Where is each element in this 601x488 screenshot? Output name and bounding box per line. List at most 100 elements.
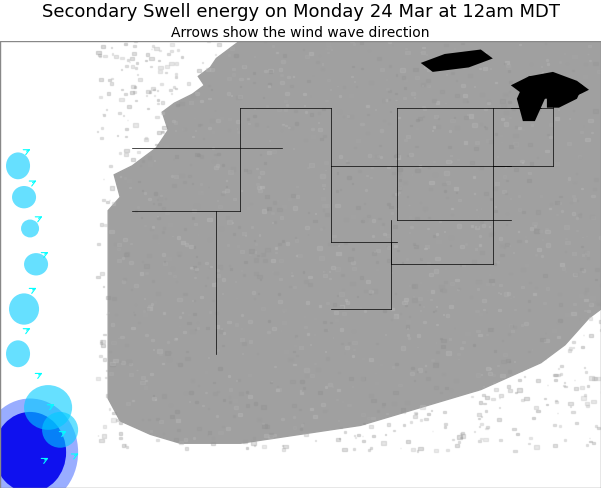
Polygon shape (222, 426, 224, 427)
Polygon shape (347, 116, 350, 117)
Polygon shape (217, 154, 220, 156)
Polygon shape (490, 199, 492, 201)
Polygon shape (506, 181, 508, 182)
Polygon shape (443, 314, 444, 315)
Polygon shape (138, 323, 139, 324)
Polygon shape (521, 399, 524, 401)
Polygon shape (104, 224, 107, 226)
Polygon shape (597, 378, 601, 381)
Polygon shape (114, 243, 116, 245)
Polygon shape (340, 306, 343, 308)
Polygon shape (109, 166, 112, 168)
Polygon shape (434, 448, 438, 452)
Polygon shape (195, 268, 198, 270)
Polygon shape (233, 415, 235, 417)
Polygon shape (450, 245, 451, 246)
Polygon shape (472, 260, 477, 264)
Polygon shape (257, 169, 258, 170)
Polygon shape (294, 110, 297, 113)
Polygon shape (508, 325, 512, 327)
Polygon shape (150, 430, 153, 432)
Polygon shape (164, 146, 168, 149)
Polygon shape (498, 309, 501, 311)
Polygon shape (483, 309, 484, 310)
Polygon shape (373, 435, 376, 437)
Polygon shape (503, 176, 507, 179)
Polygon shape (123, 238, 127, 242)
Polygon shape (337, 173, 338, 174)
Polygon shape (406, 136, 410, 139)
Polygon shape (521, 370, 522, 371)
Polygon shape (163, 228, 165, 229)
Polygon shape (177, 237, 180, 240)
Polygon shape (516, 433, 519, 435)
Polygon shape (310, 374, 314, 377)
Polygon shape (499, 398, 500, 399)
Polygon shape (282, 311, 284, 312)
Polygon shape (162, 363, 163, 365)
Polygon shape (335, 268, 340, 271)
Polygon shape (121, 362, 125, 365)
Polygon shape (427, 229, 429, 230)
Polygon shape (237, 132, 240, 134)
Polygon shape (559, 304, 563, 306)
Polygon shape (438, 119, 439, 120)
Polygon shape (424, 248, 427, 250)
Polygon shape (117, 243, 121, 246)
Polygon shape (404, 88, 406, 89)
Polygon shape (545, 150, 549, 153)
Polygon shape (282, 125, 284, 126)
Polygon shape (218, 206, 222, 209)
Polygon shape (108, 93, 111, 96)
Polygon shape (555, 202, 560, 205)
Polygon shape (406, 52, 410, 55)
Polygon shape (492, 374, 495, 376)
Polygon shape (599, 237, 601, 240)
Polygon shape (184, 439, 188, 441)
Polygon shape (379, 81, 381, 82)
Polygon shape (274, 366, 276, 367)
Polygon shape (339, 292, 344, 296)
Polygon shape (338, 156, 342, 158)
Polygon shape (365, 361, 366, 362)
Polygon shape (395, 194, 398, 196)
Polygon shape (487, 103, 490, 105)
Polygon shape (156, 293, 160, 296)
Polygon shape (106, 297, 109, 299)
Polygon shape (144, 225, 145, 226)
Polygon shape (547, 385, 548, 386)
Polygon shape (389, 100, 390, 101)
Polygon shape (588, 45, 591, 48)
Polygon shape (537, 380, 540, 383)
Polygon shape (382, 406, 384, 407)
Polygon shape (216, 416, 218, 417)
Polygon shape (486, 367, 490, 370)
Polygon shape (316, 368, 320, 371)
Polygon shape (341, 275, 344, 277)
Polygon shape (374, 156, 379, 158)
Polygon shape (405, 238, 407, 239)
Polygon shape (386, 80, 387, 81)
Polygon shape (423, 47, 425, 49)
Polygon shape (157, 349, 162, 353)
Polygon shape (551, 105, 555, 107)
Polygon shape (112, 298, 116, 301)
Polygon shape (433, 127, 435, 128)
Polygon shape (450, 120, 455, 123)
Polygon shape (344, 242, 347, 245)
Polygon shape (391, 319, 392, 321)
Polygon shape (102, 199, 105, 202)
Polygon shape (175, 410, 179, 413)
Polygon shape (380, 364, 382, 366)
Polygon shape (221, 194, 224, 196)
Polygon shape (508, 102, 511, 103)
Polygon shape (458, 288, 460, 289)
Polygon shape (169, 90, 172, 92)
Polygon shape (242, 65, 246, 69)
Polygon shape (256, 322, 260, 325)
Polygon shape (426, 80, 430, 83)
Polygon shape (165, 199, 166, 200)
Polygon shape (514, 309, 516, 311)
Polygon shape (363, 184, 367, 186)
Polygon shape (386, 246, 387, 247)
